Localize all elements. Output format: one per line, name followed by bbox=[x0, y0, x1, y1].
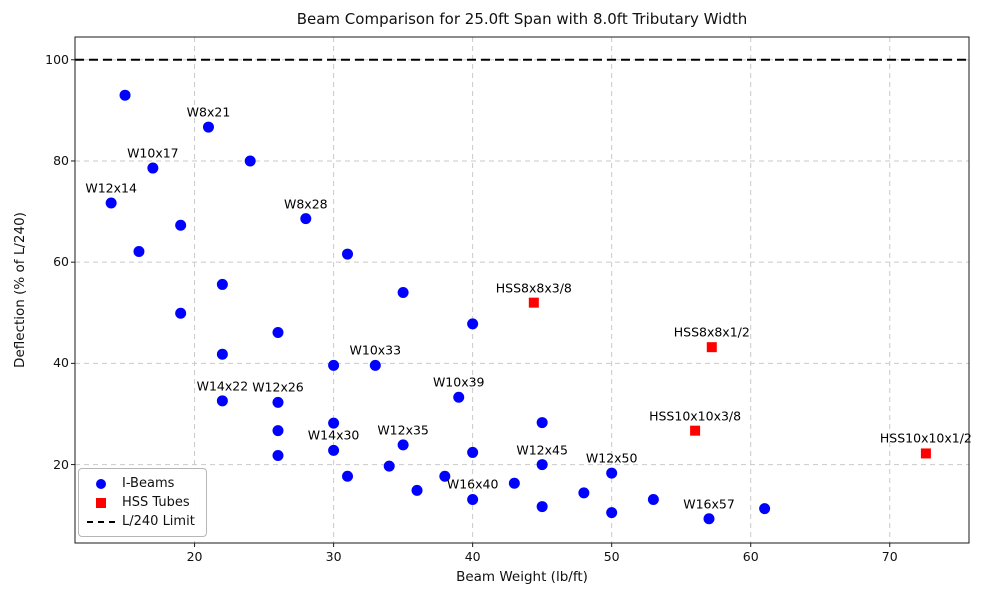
legend-label-limit: L/240 Limit bbox=[122, 514, 195, 529]
data-point-hss bbox=[706, 342, 717, 353]
data-point-ibeam bbox=[216, 395, 228, 407]
data-point-ibeam bbox=[328, 444, 340, 456]
ibeam-circle-icon bbox=[86, 478, 116, 489]
data-point-ibeam bbox=[467, 446, 479, 458]
x-tick-label: 40 bbox=[464, 549, 481, 564]
data-point-ibeam bbox=[105, 197, 117, 209]
dashed-line-icon bbox=[86, 520, 116, 523]
point-label: W12x50 bbox=[585, 450, 638, 466]
data-point-ibeam bbox=[342, 470, 354, 482]
point-label: HSS8x8x3/8 bbox=[495, 279, 572, 295]
point-label: HSS10x10x1/2 bbox=[879, 430, 972, 446]
point-label: W8x28 bbox=[283, 195, 328, 211]
data-point-ibeam bbox=[397, 439, 409, 451]
data-point-ibeam bbox=[272, 425, 284, 437]
data-point-ibeam bbox=[272, 396, 284, 408]
data-point-ibeam bbox=[216, 278, 228, 290]
data-point-ibeam bbox=[536, 459, 548, 471]
data-point-ibeam bbox=[703, 513, 715, 525]
x-tick-label: 70 bbox=[881, 549, 898, 564]
point-label: W12x14 bbox=[85, 180, 137, 196]
y-tick-label: 80 bbox=[53, 152, 69, 168]
point-label: W10x33 bbox=[349, 342, 402, 358]
data-point-ibeam bbox=[133, 246, 145, 258]
y-tick-label: 60 bbox=[53, 254, 69, 270]
point-label: W14x22 bbox=[196, 378, 249, 394]
data-point-ibeam bbox=[508, 477, 520, 489]
point-label: W12x26 bbox=[252, 379, 304, 395]
data-point-hss bbox=[920, 448, 931, 459]
data-point-ibeam bbox=[342, 248, 354, 260]
data-point-ibeam bbox=[272, 327, 284, 339]
point-label: W12x35 bbox=[377, 422, 429, 438]
x-tick-label: 50 bbox=[603, 549, 620, 564]
data-point-ibeam bbox=[759, 503, 771, 515]
point-label: W16x57 bbox=[683, 495, 735, 511]
legend-item-limit: L/240 Limit bbox=[86, 514, 195, 529]
legend-item-hss-tubes: HSS Tubes bbox=[86, 495, 195, 510]
plot-border bbox=[74, 36, 970, 544]
data-point-ibeam bbox=[272, 449, 284, 461]
point-label: W8x21 bbox=[186, 104, 231, 120]
data-point-ibeam bbox=[467, 318, 479, 330]
hss-square-icon bbox=[86, 497, 116, 508]
x-tick-label: 60 bbox=[742, 549, 759, 564]
chart-title: Beam Comparison for 25.0ft Span with 8.0… bbox=[296, 10, 748, 28]
legend-label-ibeams: I-Beams bbox=[122, 476, 175, 491]
point-label: HSS8x8x1/2 bbox=[673, 324, 750, 340]
data-point-ibeam bbox=[147, 162, 159, 174]
data-point-ibeam bbox=[536, 501, 548, 513]
data-point-ibeam bbox=[536, 417, 548, 429]
data-point-ibeam bbox=[647, 493, 659, 505]
data-point-ibeam bbox=[467, 493, 479, 505]
legend-label-hss-tubes: HSS Tubes bbox=[122, 495, 190, 510]
data-point-ibeam bbox=[439, 470, 451, 482]
x-axis-label: Beam Weight (lb/ft) bbox=[456, 569, 588, 585]
data-point-ibeam bbox=[397, 287, 409, 299]
data-point-ibeam bbox=[453, 391, 465, 403]
legend-item-ibeams: I-Beams bbox=[86, 476, 195, 491]
legend: I-Beams HSS Tubes L/240 Limit bbox=[78, 468, 207, 537]
point-label: HSS10x10x3/8 bbox=[649, 407, 742, 423]
data-point-ibeam bbox=[578, 487, 590, 499]
data-point-hss bbox=[690, 425, 701, 436]
point-label: W14x30 bbox=[307, 427, 360, 443]
point-label: W12x45 bbox=[516, 441, 568, 457]
data-point-ibeam bbox=[175, 219, 187, 231]
data-point-hss bbox=[528, 297, 539, 308]
data-point-ibeam bbox=[202, 121, 214, 133]
data-point-ibeam bbox=[369, 359, 381, 371]
data-point-ibeam bbox=[328, 359, 340, 371]
data-point-ibeam bbox=[244, 155, 256, 167]
y-tick-label: 100 bbox=[45, 51, 69, 67]
data-point-ibeam bbox=[606, 507, 618, 519]
x-tick-label: 20 bbox=[186, 549, 203, 564]
data-point-ibeam bbox=[175, 307, 187, 319]
point-label: W10x39 bbox=[432, 374, 485, 390]
y-tick-label: 40 bbox=[53, 355, 69, 371]
point-label: W16x40 bbox=[446, 476, 499, 492]
data-point-ibeam bbox=[216, 348, 228, 360]
point-label: W10x17 bbox=[127, 145, 179, 161]
data-point-ibeam bbox=[328, 417, 340, 429]
y-axis-label: Deflection (% of L/240) bbox=[12, 212, 28, 368]
data-point-ibeam bbox=[411, 484, 423, 496]
data-point-ibeam bbox=[606, 467, 618, 479]
y-tick-label: 20 bbox=[53, 456, 69, 472]
data-point-ibeam bbox=[119, 89, 131, 101]
data-point-ibeam bbox=[383, 460, 395, 472]
x-tick-label: 30 bbox=[325, 549, 342, 564]
data-point-ibeam bbox=[300, 213, 312, 225]
